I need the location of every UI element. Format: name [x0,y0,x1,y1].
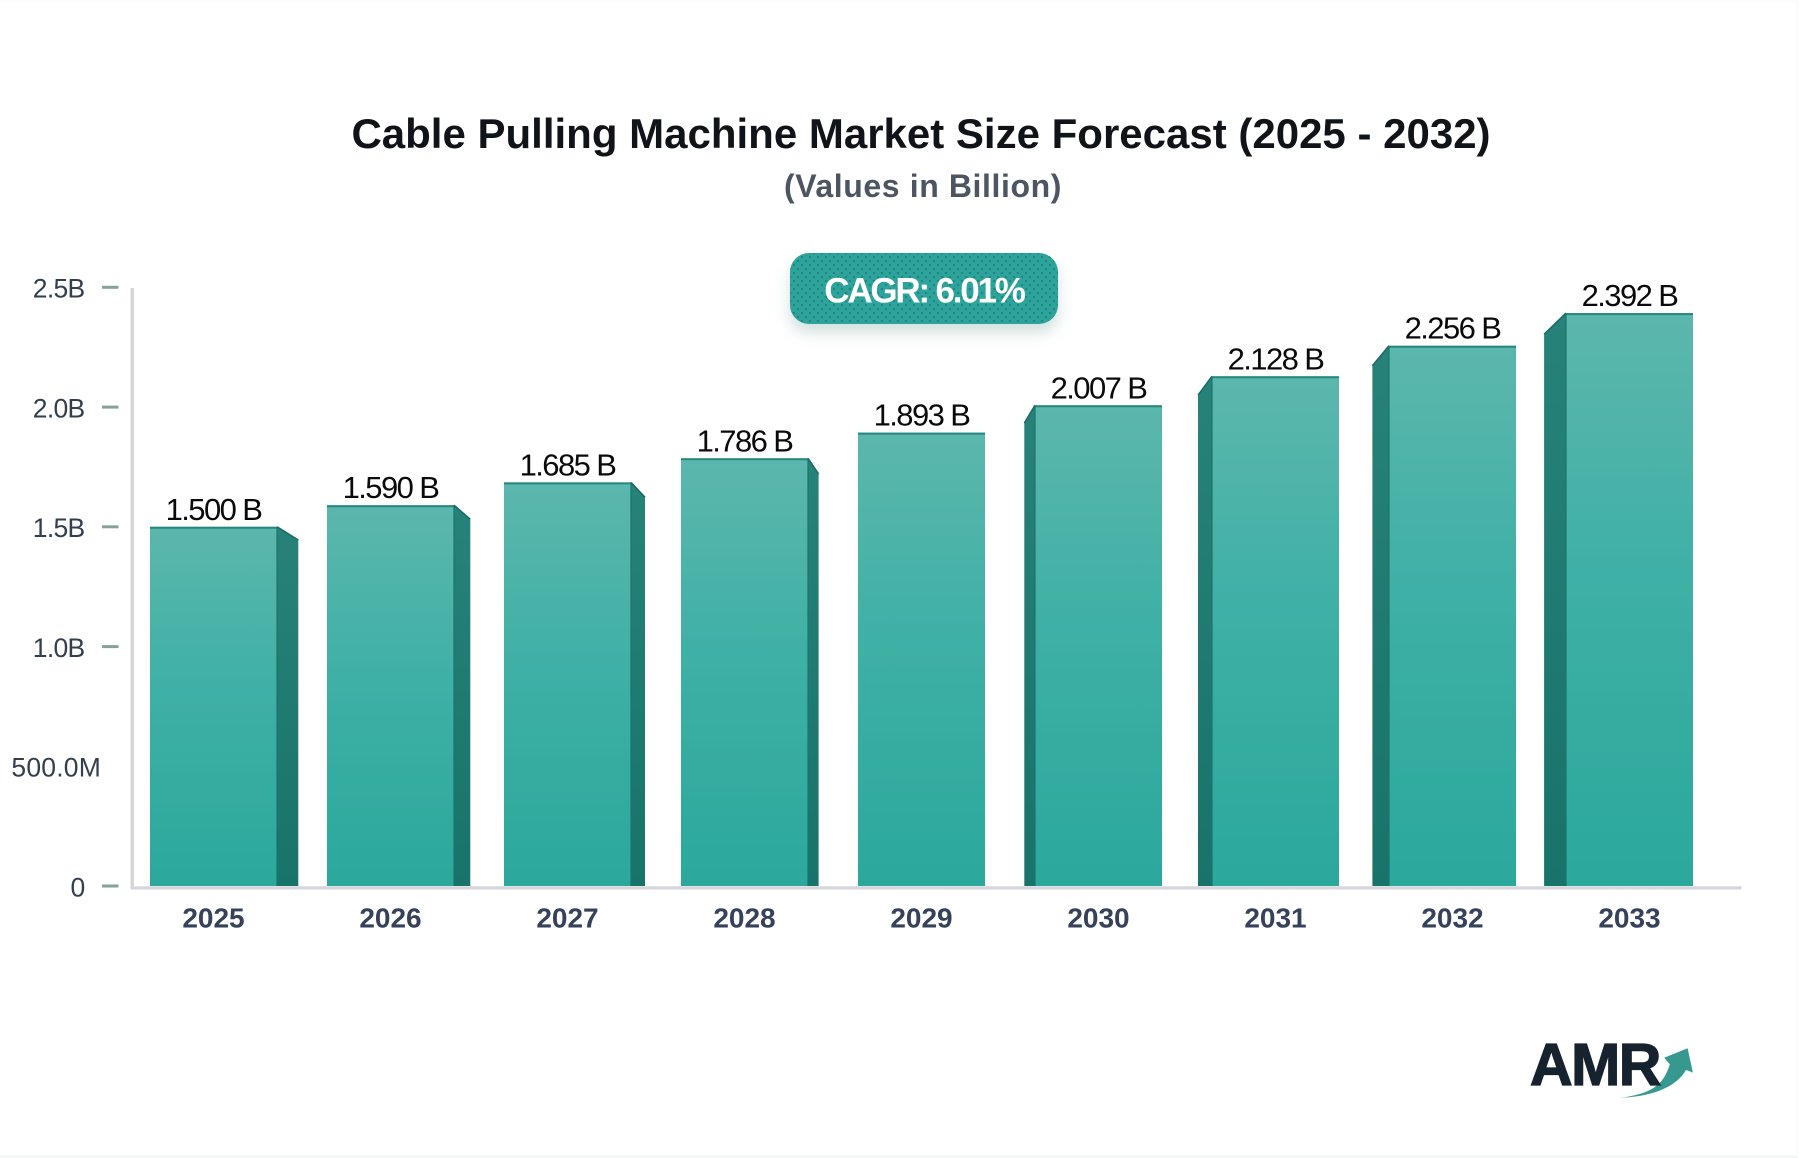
svg-text:1.893 B: 1.893 B [874,398,971,433]
svg-text:2030: 2030 [1067,903,1129,934]
svg-text:2.128 B: 2.128 B [1228,341,1325,376]
svg-text:1.685 B: 1.685 B [520,447,617,482]
svg-text:2.256 B: 2.256 B [1405,311,1502,346]
svg-text:1.0B: 1.0B [33,633,85,663]
svg-text:2026: 2026 [359,903,421,934]
svg-text:2.5B: 2.5B [33,274,85,304]
svg-text:1.590 B: 1.590 B [343,470,440,505]
svg-text:2.392 B: 2.392 B [1582,278,1679,313]
svg-text:1.786 B: 1.786 B [697,423,794,458]
svg-text:2029: 2029 [890,903,952,934]
svg-text:2025: 2025 [182,903,244,934]
svg-text:2031: 2031 [1244,903,1306,934]
svg-text:1.5B: 1.5B [33,513,85,543]
svg-text:500.0M: 500.0M [11,753,101,783]
svg-text:2032: 2032 [1421,903,1483,934]
svg-text:2027: 2027 [536,903,598,934]
svg-text:2.007 B: 2.007 B [1051,370,1148,405]
svg-text:2028: 2028 [713,903,775,934]
svg-text:2.0B: 2.0B [33,393,85,423]
svg-text:1.500 B: 1.500 B [166,492,263,527]
svg-text:0: 0 [70,872,84,902]
svg-text:2033: 2033 [1598,903,1660,934]
